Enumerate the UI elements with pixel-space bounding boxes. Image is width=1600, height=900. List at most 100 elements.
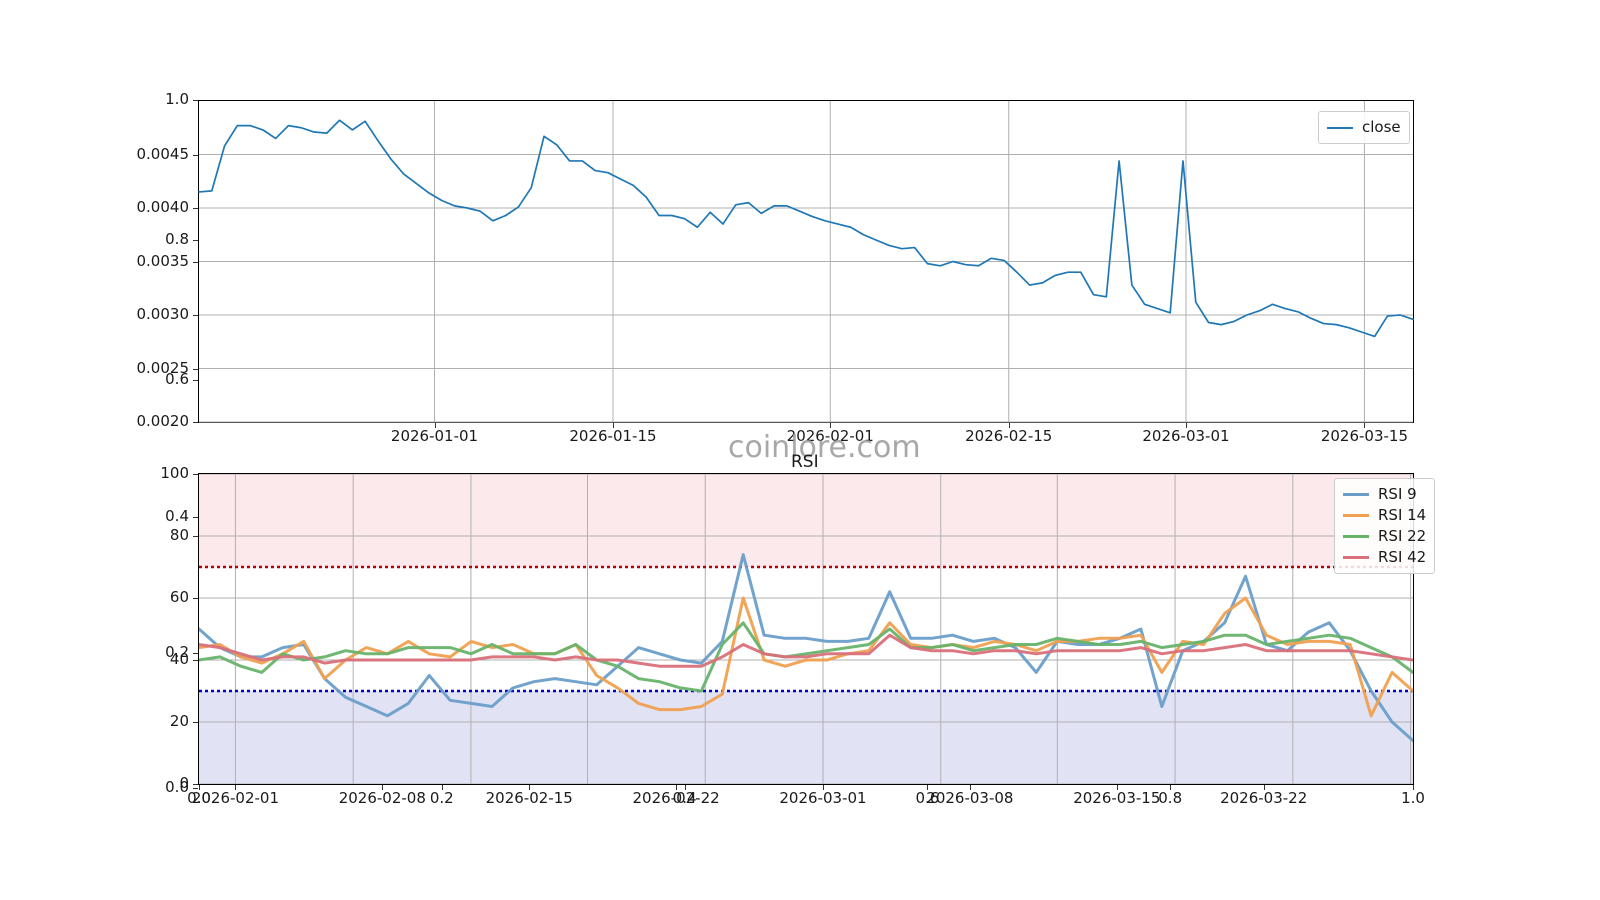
axis-tick-label: 2026-02-01 — [786, 427, 874, 445]
axis-tick-mark — [684, 785, 686, 790]
axis-tick-mark — [193, 660, 198, 661]
axis-tick-mark — [193, 788, 198, 789]
axis-tick-mark — [1008, 423, 1010, 428]
axis-tick-mark — [1116, 785, 1118, 790]
axis-tick-label: 0.8 — [165, 230, 189, 248]
axis-tick-mark — [193, 261, 198, 263]
axis-tick-label: 0.6 — [915, 789, 940, 807]
price-chart-panel — [198, 100, 1414, 423]
axis-tick-label: 2026-02-22 — [632, 789, 720, 807]
axis-tick-label: 0.0035 — [136, 251, 190, 270]
legend-label: close — [1362, 118, 1401, 136]
axis-tick-label: 2026-03-08 — [926, 789, 1014, 807]
watermark: coinlore.com — [728, 430, 921, 465]
axis-tick-mark — [193, 315, 198, 316]
legend-color-swatch — [1343, 535, 1369, 538]
axis-tick-mark — [199, 785, 200, 790]
axis-tick-mark — [193, 154, 198, 156]
axis-tick-label: 2026-02-15 — [485, 789, 573, 807]
axis-tick-label: 2026-01-01 — [390, 427, 479, 445]
rsi-plot-area — [199, 474, 1413, 784]
legend-label: RSI 14 — [1378, 506, 1427, 524]
axis-tick-mark — [193, 100, 198, 101]
legend-label: RSI 42 — [1378, 548, 1427, 566]
axis-tick-label: 0.2 — [165, 643, 189, 661]
axis-tick-label: 2026-03-01 — [1142, 427, 1230, 445]
axis-tick-mark — [193, 536, 198, 537]
axis-tick-label: 2026-03-22 — [1220, 789, 1308, 807]
axis-tick-label: 0.4 — [672, 789, 697, 807]
axis-tick-mark — [1170, 785, 1172, 790]
axis-tick-label: 0.4 — [165, 507, 189, 525]
axis-tick-label: 40 — [169, 650, 189, 668]
axis-tick-mark — [830, 423, 832, 428]
legend-item[interactable]: RSI 9 — [1343, 484, 1426, 505]
axis-tick-mark — [1364, 423, 1366, 428]
overbought-band — [199, 474, 1413, 567]
axis-tick-mark — [927, 785, 929, 790]
axis-tick-mark — [1263, 785, 1265, 790]
legend-label: RSI 9 — [1378, 485, 1417, 503]
rsi-line-rsi-22 — [199, 621, 1413, 693]
axis-tick-mark — [822, 785, 824, 790]
rsi-line-rsi-42 — [199, 633, 1413, 668]
axis-tick-mark — [193, 368, 198, 370]
legend-color-swatch — [1343, 493, 1369, 496]
axis-tick-mark — [193, 208, 198, 209]
axis-tick-mark — [193, 653, 198, 654]
axis-tick-label: 20 — [169, 712, 189, 730]
axis-tick-label: 80 — [169, 526, 189, 544]
legend-item[interactable]: close — [1327, 117, 1401, 138]
axis-tick-mark — [434, 423, 436, 428]
axis-tick-label: 1.0 — [1401, 789, 1425, 807]
axis-tick-label: 0.0 — [165, 778, 189, 796]
axis-tick-label: 100 — [160, 464, 189, 482]
rsi-legend: RSI 9 RSI 14 RSI 22 RSI 42 — [1334, 478, 1436, 574]
axis-tick-label: 2026-01-15 — [569, 427, 657, 445]
axis-tick-mark — [382, 785, 384, 790]
axis-tick-label: 0.0040 — [136, 198, 190, 216]
axis-tick-mark — [529, 785, 531, 790]
axis-tick-label: 0.2 — [429, 789, 454, 807]
price-legend: close — [1318, 111, 1410, 144]
axis-tick-mark — [193, 474, 198, 475]
axis-tick-mark — [612, 423, 614, 428]
axis-tick-label: 2026-03-15 — [1320, 427, 1409, 445]
legend-item[interactable]: RSI 42 — [1343, 547, 1426, 568]
price-plot-area — [198, 101, 1414, 423]
axis-tick-mark — [193, 380, 198, 381]
axis-tick-mark — [1413, 785, 1414, 790]
axis-tick-mark — [193, 422, 198, 423]
axis-tick-label: 0.8 — [1158, 789, 1183, 807]
axis-tick-mark — [193, 240, 198, 241]
legend-item[interactable]: RSI 14 — [1343, 505, 1426, 526]
axis-tick-mark — [193, 722, 198, 723]
legend-item[interactable]: RSI 22 — [1343, 526, 1426, 547]
axis-tick-label: 1.0 — [165, 90, 189, 108]
axis-tick-mark — [193, 598, 198, 599]
legend-color-swatch — [1327, 126, 1353, 129]
legend-color-swatch — [1343, 556, 1369, 559]
axis-tick-mark — [969, 785, 971, 790]
axis-tick-label: 60 — [169, 588, 189, 606]
axis-tick-label: 0.0020 — [136, 412, 190, 430]
axis-tick-label: 2026-02-01 — [191, 789, 279, 807]
axis-tick-label: 0.6 — [165, 370, 189, 388]
axis-tick-label: 0.0045 — [136, 144, 190, 163]
axis-tick-mark — [193, 517, 198, 518]
axis-tick-label: 0.0025 — [136, 358, 190, 377]
axis-tick-mark — [676, 785, 678, 790]
rsi-line-rsi-14 — [199, 596, 1413, 718]
rsi-panel-title: RSI — [791, 452, 819, 472]
rsi-chart-panel — [198, 473, 1414, 785]
axis-tick-mark — [235, 785, 237, 790]
axis-tick-label: 2026-03-01 — [779, 789, 867, 807]
price-line-close — [198, 119, 1414, 338]
axis-tick-label: 0.0030 — [136, 305, 190, 323]
axis-tick-label: 2026-02-15 — [965, 427, 1053, 445]
axis-tick-mark — [1185, 423, 1187, 428]
legend-label: RSI 22 — [1378, 527, 1427, 545]
axis-tick-mark — [193, 784, 198, 785]
axis-tick-mark — [441, 785, 443, 790]
